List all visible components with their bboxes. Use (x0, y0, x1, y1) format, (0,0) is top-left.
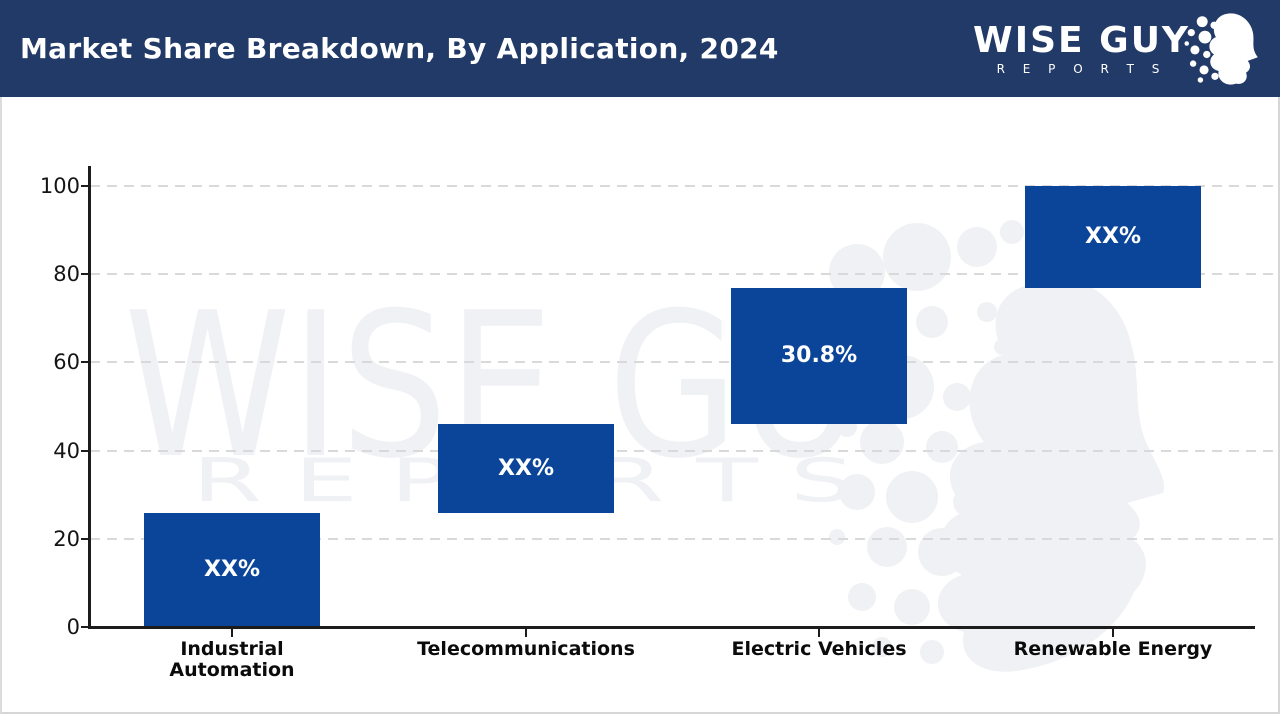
y-tick (81, 361, 89, 364)
x-tick (231, 628, 233, 637)
bar-renewable-energy (1025, 186, 1201, 289)
y-tick-label: 80 (53, 262, 80, 287)
gridline (90, 361, 1274, 364)
chart-title: Market Share Breakdown, By Application, … (20, 32, 779, 65)
gridline (90, 185, 1274, 187)
x-tick (1112, 628, 1114, 637)
plot-area: 0 20 40 60 80 100 XX% Industrial Automation XX% T… (2, 97, 1280, 714)
bar-value-label: XX% (498, 455, 554, 481)
bar-telecommunications (438, 424, 614, 514)
y-tick (81, 185, 89, 187)
bar-value-label: 30.8% (780, 343, 858, 369)
bar-value-label: XX% (204, 557, 260, 583)
x-category-label-industrial-automation: Industrial Automation (169, 638, 295, 681)
bar-industrial-automation (144, 513, 320, 627)
y-tick-label: 0 (66, 615, 80, 639)
x-tick (525, 628, 527, 637)
y-tick-label: 40 (53, 438, 80, 463)
y-tick (81, 537, 89, 540)
y-axis-spine (88, 166, 91, 627)
gridline (90, 273, 1274, 276)
wise-guy-logo: WISE GUY R E P O R T S (973, 6, 1280, 92)
header-bar: Market Share Breakdown, By Application, … (0, 0, 1280, 97)
y-tick-label: 100 (39, 174, 80, 198)
y-tick (81, 449, 89, 452)
y-tick (81, 626, 89, 628)
x-category-label-renewable-energy: Renewable Energy (1013, 638, 1213, 660)
logo-subtitle: R E P O R T S (996, 61, 1167, 76)
logo-head-icon (1184, 12, 1258, 85)
x-category-label-telecommunications: Telecommunications (417, 638, 635, 660)
y-tick (81, 273, 89, 276)
y-tick-label: 60 (53, 350, 80, 375)
x-axis-spine (88, 626, 1255, 629)
x-tick (818, 628, 820, 637)
logo-wordmark: WISE GUY (972, 19, 1190, 61)
bar-value-label: XX% (1085, 224, 1141, 250)
y-tick-label: 20 (53, 526, 80, 551)
gridline (90, 449, 1274, 452)
gridline (90, 537, 1274, 540)
x-category-label-electric-vehicles: Electric Vehicles (731, 638, 907, 660)
